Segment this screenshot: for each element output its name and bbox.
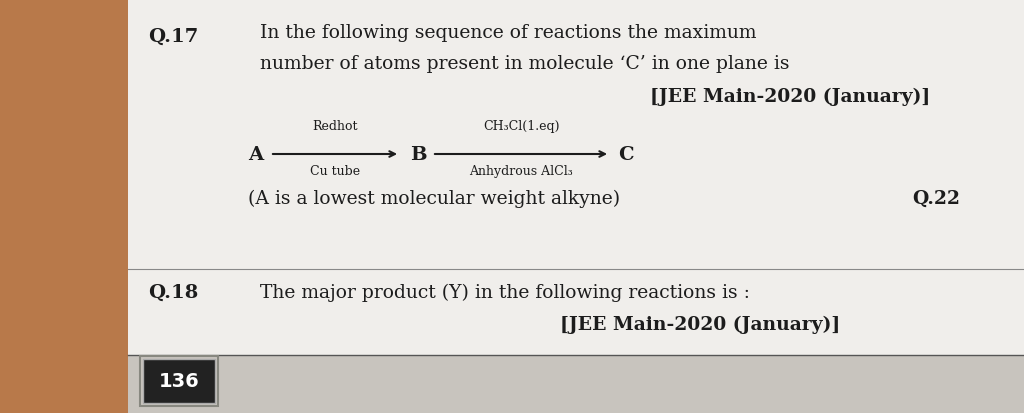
Text: CH₃Cl(1.eq): CH₃Cl(1.eq)	[482, 120, 559, 133]
Text: The major product (Y) in the following reactions is :: The major product (Y) in the following r…	[260, 283, 750, 301]
Bar	[128, 0, 1024, 355]
Bar	[143, 359, 215, 403]
Text: Anhydrous AlCl₃: Anhydrous AlCl₃	[469, 165, 572, 178]
Text: Q.18: Q.18	[148, 283, 199, 301]
Text: Cu tube: Cu tube	[310, 165, 360, 178]
Bar	[140, 356, 218, 406]
Text: C: C	[618, 146, 634, 164]
Text: [JEE Main-2020 (January)]: [JEE Main-2020 (January)]	[650, 88, 930, 106]
Text: [JEE Main-2020 (January)]: [JEE Main-2020 (January)]	[560, 315, 840, 333]
Text: Q.17: Q.17	[148, 28, 199, 46]
Text: (A is a lowest molecular weight alkyne): (A is a lowest molecular weight alkyne)	[248, 190, 621, 208]
Text: Q.22: Q.22	[912, 190, 961, 207]
Bar	[128, 355, 1024, 413]
Text: B: B	[410, 146, 427, 164]
Text: Redhot: Redhot	[312, 120, 357, 133]
Text: A: A	[248, 146, 263, 164]
Text: In the following sequence of reactions the maximum: In the following sequence of reactions t…	[260, 24, 757, 42]
Text: number of atoms present in molecule ‘C’ in one plane is: number of atoms present in molecule ‘C’ …	[260, 55, 790, 73]
Text: 136: 136	[159, 372, 200, 391]
